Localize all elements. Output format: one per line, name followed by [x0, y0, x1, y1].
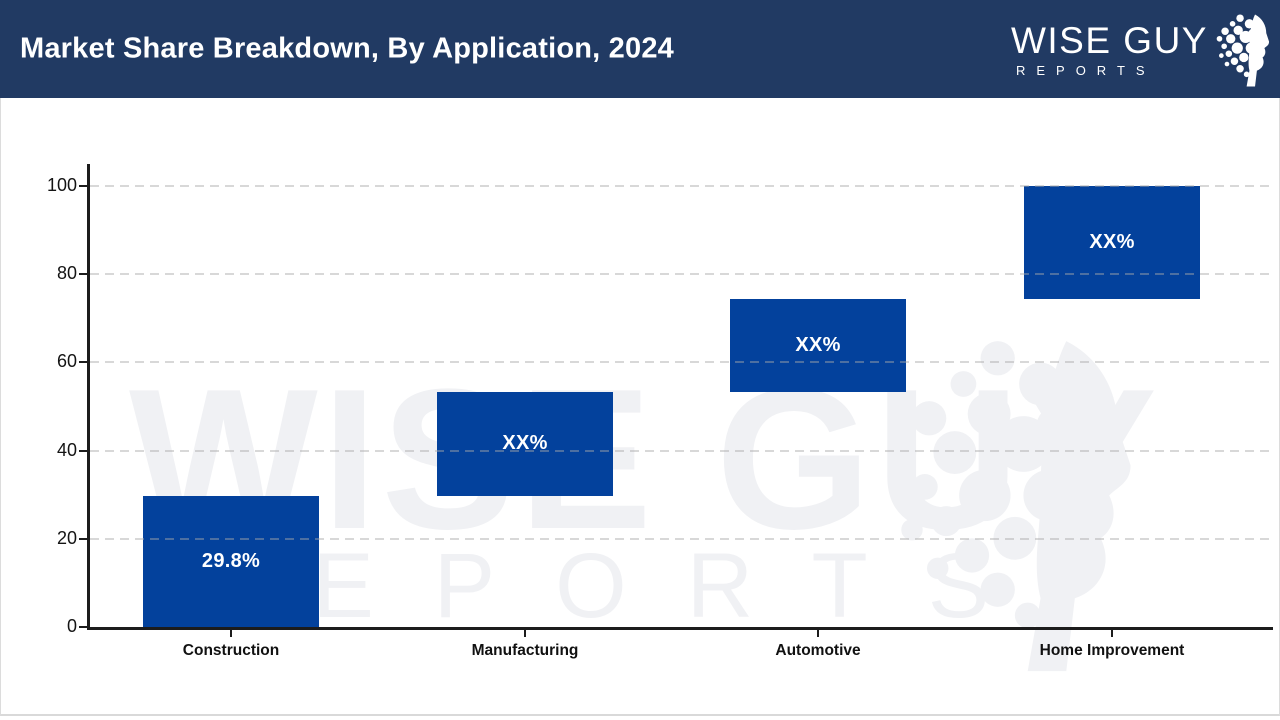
brand-name: WISE GUY — [1010, 20, 1208, 61]
brand-logo-text: WISE GUY REPORTS — [1011, 22, 1208, 78]
brand-subtitle: REPORTS — [1015, 63, 1156, 78]
gridline — [90, 537, 1271, 540]
y-tick-label: 100 — [46, 175, 77, 195]
y-tick-mark — [79, 537, 87, 540]
header-bar: Market Share Breakdown, By Application, … — [0, 0, 1280, 98]
gridline — [90, 185, 1271, 187]
brand-logo: WISE GUY REPORTS — [1011, 8, 1270, 92]
bar-value-label: XX% — [502, 432, 548, 455]
y-tick-label: 20 — [56, 527, 77, 548]
gridline — [90, 273, 1271, 276]
x-axis-label: Home Improvement — [1039, 642, 1185, 659]
watermark-reports-text: REPORTS — [186, 535, 1050, 637]
y-tick-label: 40 — [56, 439, 77, 460]
x-axis-label: Manufacturing — [471, 642, 579, 659]
head-profile-icon — [1216, 14, 1270, 87]
gridline — [90, 361, 1271, 364]
x-axis-label: Automotive — [775, 642, 861, 659]
chart-canvas: WISE GUY REPORTS 0 20 40 60 80 100 29.8% Constr… — [0, 98, 1280, 716]
bar-value-label: XX% — [795, 333, 841, 356]
y-tick-mark — [79, 361, 87, 364]
bar-segment: XX% — [730, 298, 906, 392]
y-tick-mark — [79, 273, 87, 276]
gridline — [90, 449, 1271, 452]
x-axis-label: Construction — [182, 642, 280, 659]
bar-value-label: XX% — [1089, 230, 1135, 253]
y-tick-label: 0 — [66, 616, 77, 636]
bar-value-label: 29.8% — [201, 549, 261, 572]
x-tick-mark — [524, 630, 526, 637]
bar-segment: XX% — [1024, 186, 1200, 299]
x-axis-line — [87, 627, 1273, 630]
y-tick-mark — [79, 185, 87, 187]
y-tick-label: 60 — [56, 351, 77, 372]
bar-segment: XX% — [437, 391, 613, 496]
x-tick-mark — [1111, 630, 1113, 637]
y-tick-mark — [79, 449, 87, 452]
watermark-head-icon — [890, 341, 1131, 672]
x-tick-mark — [817, 630, 819, 637]
page-title: Market Share Breakdown, By Application, … — [20, 32, 674, 65]
y-axis-line — [87, 164, 90, 630]
y-tick-mark — [79, 626, 87, 628]
bar-segment: 29.8% — [143, 495, 319, 627]
y-tick-label: 80 — [56, 263, 77, 284]
x-tick-mark — [230, 630, 232, 637]
